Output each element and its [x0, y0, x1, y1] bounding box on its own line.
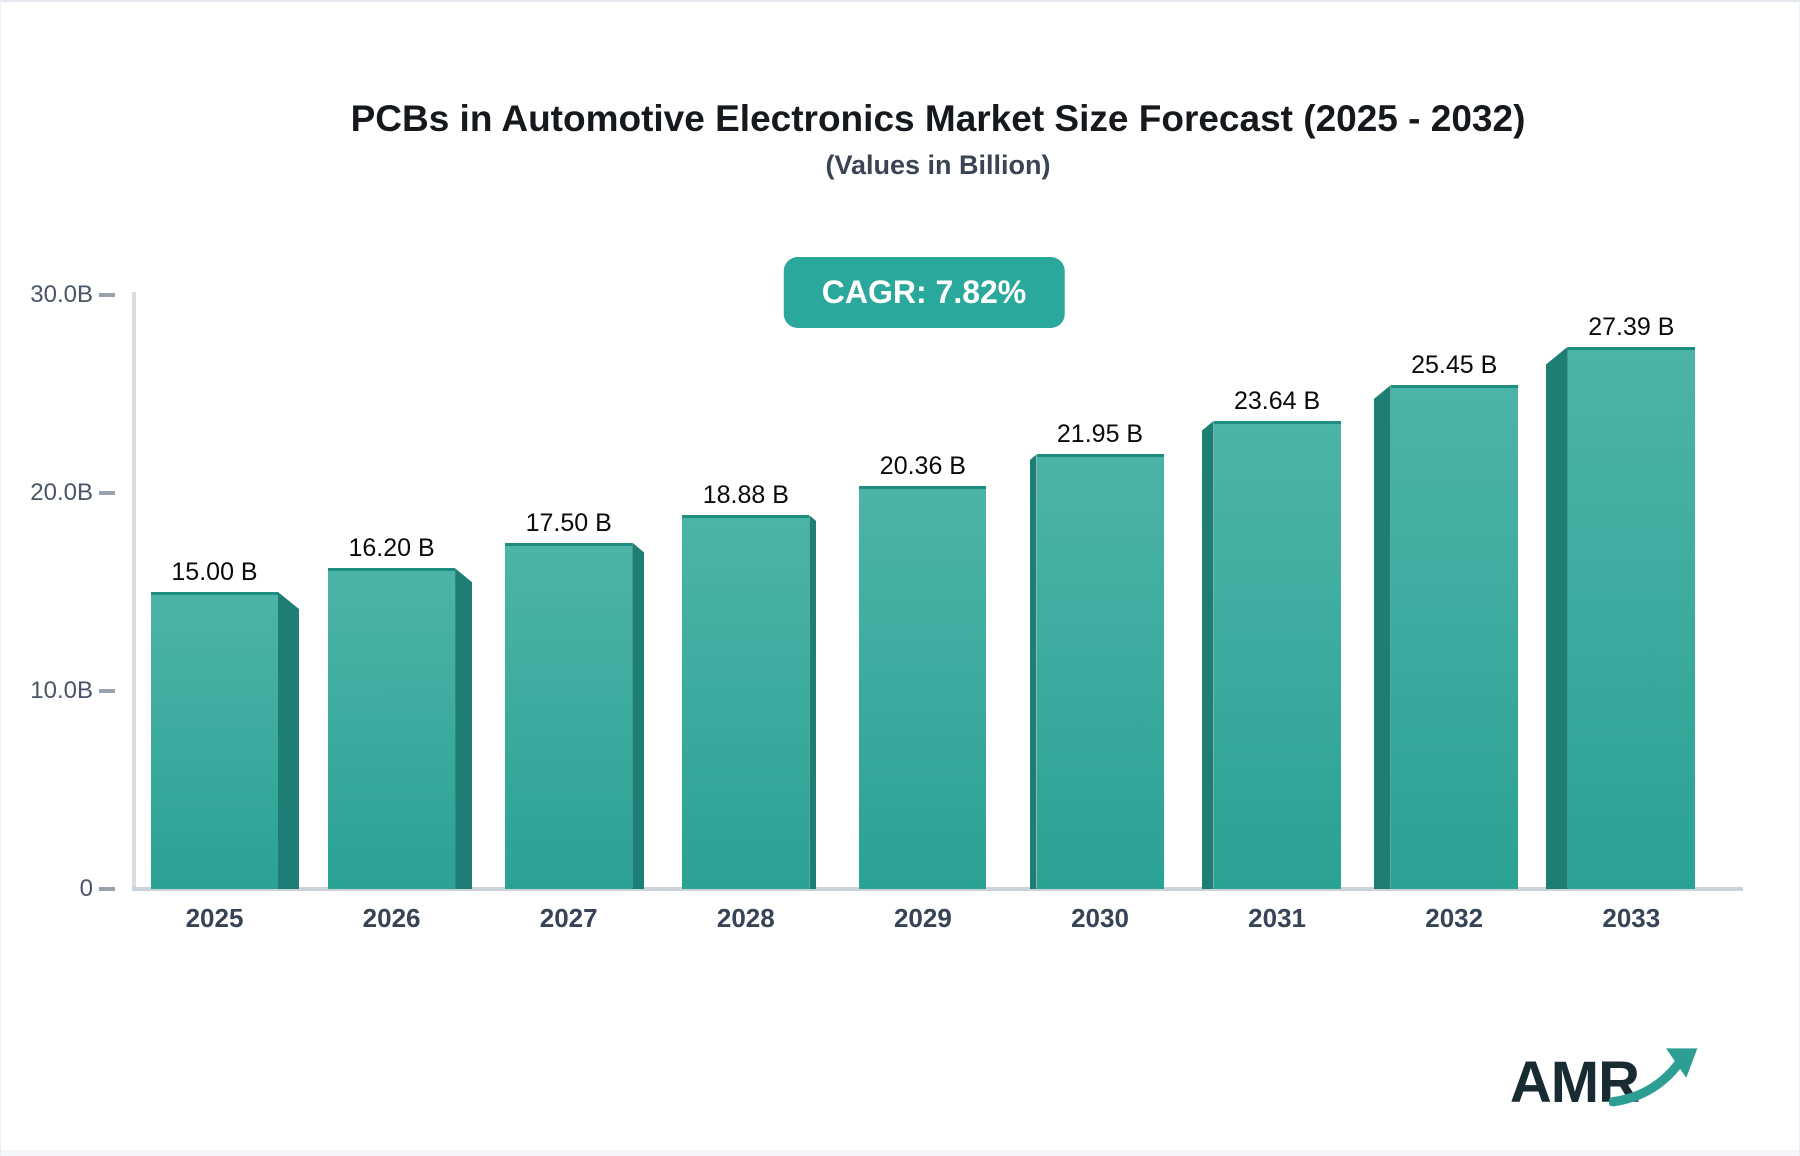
bar-side-2033: [1545, 346, 1568, 889]
bar-side-2025: [278, 592, 299, 889]
bar-2027: [505, 542, 633, 889]
y-tick-dash-20: [99, 491, 115, 495]
growth-arrow-icon: [1609, 1048, 1698, 1107]
x-axis-label-2031: 2031: [1248, 903, 1307, 933]
bar-value-label-2033: 27.39 B: [1588, 312, 1675, 341]
bar-2033: [1567, 346, 1695, 889]
bar-2026: [328, 568, 456, 889]
bar-value-label-2032: 25.45 B: [1411, 351, 1498, 380]
bar-2030: [1036, 454, 1164, 889]
x-axis-label-2033: 2033: [1602, 903, 1661, 933]
bar-value-label-2030: 21.95 B: [1056, 420, 1144, 449]
x-axis-label-2029: 2029: [893, 903, 952, 933]
y-tick-label-0: 0: [79, 875, 93, 902]
bar-value-label-2028: 18.88 B: [702, 481, 789, 510]
y-tick-dash-10: [99, 689, 115, 693]
x-axis-label-2028: 2028: [716, 903, 775, 933]
bar-2029: [859, 485, 987, 889]
x-axis-label-2032: 2032: [1425, 903, 1484, 933]
y-axis-line: [132, 292, 136, 889]
bar-side-2032: [1373, 385, 1391, 889]
bar-side-2031: [1201, 420, 1214, 889]
chart-subtitle: (Values in Billion): [825, 150, 1051, 180]
bar-2031: [1213, 420, 1341, 889]
bar-value-label-2027: 17.50 B: [525, 508, 612, 537]
bar-2025: [151, 592, 278, 889]
bar-side-2027: [632, 542, 645, 889]
bar-value-label-2031: 23.64 B: [1234, 386, 1321, 415]
x-axis-label-2027: 2027: [539, 903, 598, 933]
y-tick-dash-30: [99, 293, 115, 297]
x-axis-label-2025: 2025: [185, 903, 244, 933]
x-axis-label-2030: 2030: [1071, 903, 1129, 933]
bar-2028: [682, 515, 810, 889]
y-tick-label-30: 30.0B: [30, 281, 93, 308]
chart-title: PCBs in Automotive Electronics Market Si…: [350, 98, 1526, 139]
bottom-strip: [1, 1150, 1799, 1156]
bar-value-label-2026: 16.20 B: [348, 534, 435, 563]
bar-value-label-2029: 20.36 B: [879, 451, 966, 480]
bar-value-label-2025: 15.00 B: [171, 558, 258, 586]
x-axis-line: [132, 887, 1743, 891]
bar-side-2026: [455, 568, 473, 889]
bar-side-2030: [1029, 454, 1037, 889]
x-axis-label-2026: 2026: [362, 903, 421, 933]
y-tick-label-20: 20.0B: [30, 479, 93, 506]
amr-logo: AMR: [1510, 1042, 1701, 1112]
y-tick-label-10: 10.0B: [30, 677, 93, 704]
y-tick-dash-0: [99, 887, 115, 891]
bar-2032: [1390, 385, 1518, 889]
cagr-badge: CAGR: 7.82%: [783, 257, 1065, 328]
bar-side-2028: [809, 515, 817, 889]
